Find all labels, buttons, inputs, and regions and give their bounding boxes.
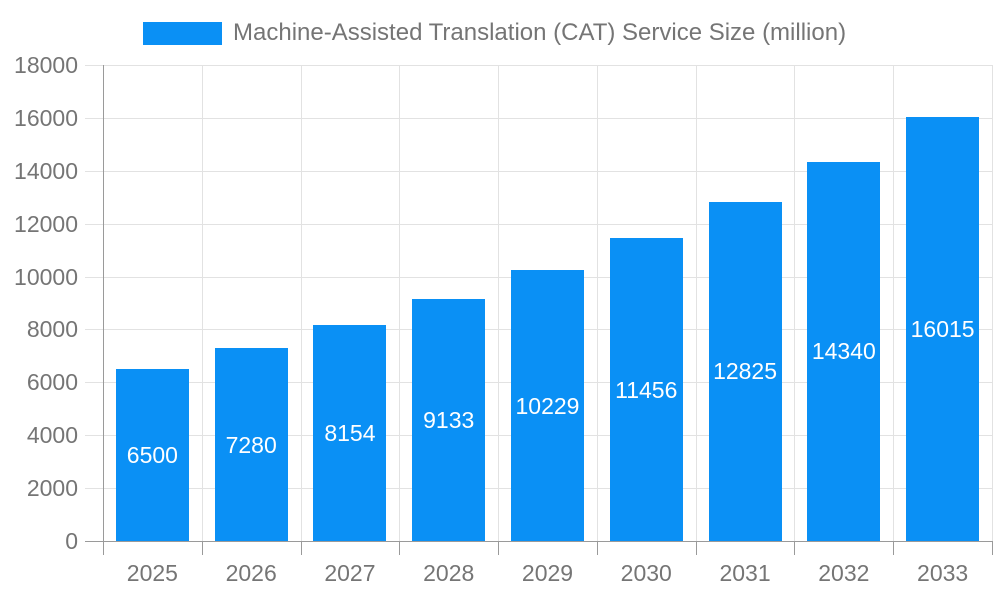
y-axis-tick-label: 8000 bbox=[26, 316, 78, 343]
v-gridline bbox=[201, 65, 203, 541]
v-gridline bbox=[992, 65, 993, 541]
bar-2027[interactable] bbox=[313, 325, 387, 541]
x-axis-tick bbox=[992, 541, 993, 555]
v-gridline bbox=[399, 65, 401, 541]
bar-value-label: 12825 bbox=[713, 358, 778, 385]
y-axis-tick-label: 14000 bbox=[14, 157, 78, 184]
y-axis-tick-label: 18000 bbox=[14, 52, 78, 78]
bar-2028[interactable] bbox=[412, 299, 486, 541]
v-gridline bbox=[300, 65, 302, 541]
v-gridline bbox=[596, 65, 598, 541]
legend-swatch bbox=[143, 21, 222, 45]
h-gridline bbox=[85, 65, 992, 66]
legend[interactable]: Machine-Assisted Translation (CAT) Servi… bbox=[143, 19, 846, 47]
x-axis-tick bbox=[201, 541, 203, 555]
bar-value-label: 16015 bbox=[910, 316, 975, 343]
bar-value-label: 9133 bbox=[423, 407, 475, 434]
y-axis-tick-label: 10000 bbox=[14, 263, 78, 290]
x-axis-tick-label: 2027 bbox=[324, 560, 376, 586]
y-axis-tick-label: 0 bbox=[65, 528, 78, 554]
x-axis-tick bbox=[300, 541, 302, 555]
bar-2031[interactable] bbox=[708, 201, 782, 541]
x-axis-tick bbox=[695, 541, 697, 555]
bar-value-label: 14340 bbox=[811, 338, 876, 365]
x-axis-tick-label: 2033 bbox=[917, 560, 969, 586]
x-axis-line bbox=[85, 541, 992, 542]
x-axis-tick bbox=[498, 541, 500, 555]
x-axis-tick bbox=[794, 541, 796, 555]
v-gridline bbox=[893, 65, 895, 541]
x-axis-tick-label: 2026 bbox=[225, 560, 277, 586]
y-axis-tick-label: 2000 bbox=[26, 475, 78, 502]
h-gridline bbox=[85, 117, 992, 119]
y-axis-tick-label: 6000 bbox=[26, 369, 78, 396]
bar-2032[interactable] bbox=[807, 161, 881, 541]
x-axis-tick-label: 2029 bbox=[521, 560, 574, 586]
bar-2029[interactable] bbox=[511, 270, 584, 541]
legend-label: Machine-Assisted Translation (CAT) Servi… bbox=[233, 19, 847, 46]
bar-value-label: 10229 bbox=[515, 392, 580, 419]
bar-value-label: 8154 bbox=[324, 420, 376, 447]
v-gridline bbox=[695, 65, 697, 541]
x-axis-tick bbox=[399, 541, 401, 555]
bar-value-label: 6500 bbox=[126, 442, 178, 469]
y-axis-tick-label: 16000 bbox=[14, 104, 78, 131]
x-axis-tick-label: 2031 bbox=[719, 560, 771, 586]
y-axis-tick-label: 12000 bbox=[14, 210, 78, 237]
bar-2026[interactable] bbox=[214, 348, 288, 541]
bar-value-label: 7280 bbox=[225, 431, 277, 458]
bar-2033[interactable] bbox=[906, 117, 980, 541]
bar-value-label: 11456 bbox=[615, 376, 678, 403]
x-axis-tick-label: 2025 bbox=[126, 560, 178, 586]
x-axis-tick bbox=[596, 541, 598, 555]
x-axis-tick-label: 2032 bbox=[818, 560, 870, 586]
x-axis-tick-label: 2028 bbox=[423, 560, 475, 586]
v-gridline bbox=[498, 65, 500, 541]
v-gridline bbox=[794, 65, 796, 541]
x-axis-tick bbox=[893, 541, 895, 555]
y-axis-line bbox=[103, 65, 104, 555]
x-axis-tick-label: 2030 bbox=[620, 560, 672, 586]
h-gridline bbox=[85, 170, 992, 172]
bar-2025[interactable] bbox=[115, 369, 189, 541]
bar-2030[interactable] bbox=[609, 238, 683, 541]
y-axis-tick-label: 4000 bbox=[26, 422, 78, 449]
h-gridline bbox=[85, 223, 992, 225]
